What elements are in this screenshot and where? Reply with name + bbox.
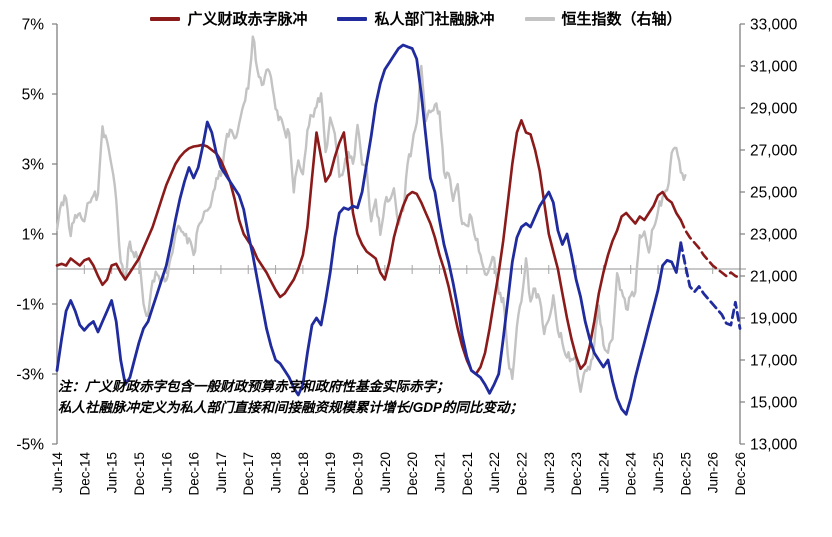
x-axis-tick-label: Dec-17 xyxy=(241,452,256,496)
x-axis-tick-label: Dec-14 xyxy=(77,452,92,496)
credit-pulse-line-swatch xyxy=(337,16,368,21)
legend-label-fiscal-pulse: 广义财政赤字脉冲 xyxy=(187,11,308,28)
right-axis-tick-label: 27,000 xyxy=(750,143,798,160)
x-axis-tick-label: Jun-25 xyxy=(651,452,666,493)
x-axis-tick-label: Jun-14 xyxy=(50,452,65,494)
x-axis-tick-label: Dec-26 xyxy=(733,452,748,496)
left-axis-tick-label: 5% xyxy=(22,87,45,104)
right-axis-tick-label: 15,000 xyxy=(750,395,798,412)
right-axis-tick-label: 33,000 xyxy=(750,17,798,34)
series-credit-pulse-line xyxy=(55,43,683,416)
x-axis-tick-label: Dec-23 xyxy=(569,452,584,496)
x-axis-tick-label: Jun-15 xyxy=(105,452,120,493)
legend-label-hang-seng: 恒生指数（右轴） xyxy=(561,11,682,28)
x-axis-tick-label: Jun-23 xyxy=(542,452,557,493)
x-axis-tick-label: Jun-16 xyxy=(159,452,174,493)
x-axis-tick-label: Dec-24 xyxy=(624,452,639,496)
x-axis-tick-label: Jun-21 xyxy=(432,452,447,493)
left-axis-tick-label: -1% xyxy=(16,297,44,314)
x-axis-tick-label: Jun-24 xyxy=(596,452,611,494)
x-axis-tick-label: Dec-25 xyxy=(678,452,693,496)
footnote-line-1: 注：广义财政赤字包含一般财政预算赤字和政府性基金实际赤字； xyxy=(58,379,450,394)
left-axis-tick-label: -3% xyxy=(16,367,44,384)
series-fiscal-pulse-line-forecast-dashed xyxy=(679,218,742,280)
right-axis-tick-label: 21,000 xyxy=(750,269,798,286)
legend-item-fiscal-pulse: 广义财政赤字脉冲 xyxy=(150,8,307,29)
legend-item-credit-pulse: 私人部门社融脉冲 xyxy=(337,8,495,29)
x-axis-tick-label: Jun-17 xyxy=(214,452,229,493)
footnote: 注：广义财政赤字包含一般财政预算赤字和政府性基金实际赤字； 私人社融脉冲定义为私… xyxy=(58,376,523,418)
x-axis-tick-label: Dec-15 xyxy=(132,452,147,496)
x-axis-tick-label: Dec-22 xyxy=(514,452,529,496)
x-axis-tick-label: Jun-19 xyxy=(323,452,338,493)
x-axis-tick-label: Dec-19 xyxy=(351,452,366,496)
left-axis-tick-label: 7% xyxy=(22,17,45,34)
right-axis-tick-label: 17,000 xyxy=(750,353,798,370)
left-axis-tick-label: 3% xyxy=(22,157,45,174)
x-axis-tick-label: Dec-16 xyxy=(187,452,202,496)
x-axis-tick-label: Dec-20 xyxy=(405,452,420,496)
right-axis-tick-label: 29,000 xyxy=(750,101,798,118)
right-axis-tick-label: 31,000 xyxy=(750,59,798,76)
left-axis-tick-label: -5% xyxy=(16,437,44,454)
x-axis-tick-label: Jun-20 xyxy=(378,452,393,493)
hang-seng-line-swatch xyxy=(524,16,555,21)
right-axis-tick-label: 19,000 xyxy=(750,311,798,328)
x-axis-tick-label: Dec-21 xyxy=(460,452,475,496)
series-fiscal-pulse-line xyxy=(55,119,683,376)
chart-legend: 广义财政赤字脉冲 私人部门社融脉冲 恒生指数（右轴） xyxy=(0,8,832,29)
legend-item-hang-seng: 恒生指数（右轴） xyxy=(524,8,682,29)
legend-label-credit-pulse: 私人部门社融脉冲 xyxy=(374,11,495,28)
x-axis-tick-label: Dec-18 xyxy=(296,452,311,496)
x-axis-tick-label: Jun-22 xyxy=(487,452,502,493)
fiscal-pulse-line-swatch xyxy=(150,16,181,21)
left-axis-tick-label: 1% xyxy=(22,227,45,244)
right-axis-tick-label: 13,000 xyxy=(750,437,798,454)
right-axis-tick-label: 25,000 xyxy=(750,185,798,202)
x-axis-tick-label: Jun-18 xyxy=(269,452,284,493)
right-axis-tick-label: 23,000 xyxy=(750,227,798,244)
x-axis-tick-label: Jun-26 xyxy=(706,452,721,493)
series-credit-pulse-line-forecast-dashed xyxy=(679,241,742,330)
footnote-line-2: 私人社融脉冲定义为私人部门直接和间接融资规模累计增长/GDP的同比变动； xyxy=(58,400,524,415)
